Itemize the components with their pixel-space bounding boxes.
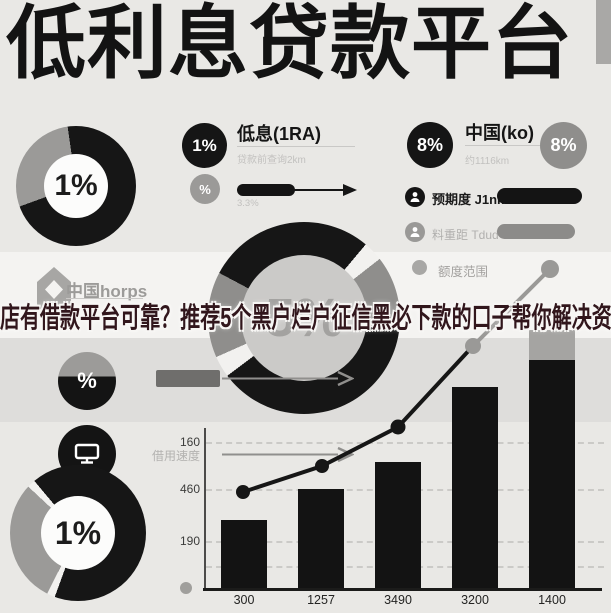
percent-badge: %	[190, 174, 220, 204]
china-heading: 中国(ko)	[465, 123, 534, 143]
rate-badge: 1%	[182, 123, 227, 168]
row-b-bar	[497, 224, 575, 239]
rate-note: 3.3%	[237, 198, 259, 209]
rate-heading: 低息(1RA)	[237, 124, 321, 144]
rate-subtext: 贷款前查询2km	[237, 155, 306, 166]
x-axis-tick-label: 1257	[307, 593, 335, 607]
x-axis-tick-label: 1400	[538, 593, 566, 607]
x-axis-tick-label: 3490	[384, 593, 412, 607]
bar	[298, 489, 344, 588]
arrow-right-icon	[222, 370, 354, 387]
divider	[237, 146, 355, 147]
arrow-right-icon	[293, 184, 357, 196]
overlay-headline: 店有借款平台可靠？推荐5个黑户烂户征信黑必下款的口子帮你解决资	[0, 302, 611, 333]
legend-dot	[412, 260, 427, 275]
y-axis-tick-label: 460	[179, 482, 200, 496]
y-axis-line	[204, 428, 206, 588]
china-subtext: 约1116km	[465, 156, 510, 167]
corner-strip	[596, 0, 611, 64]
axis-origin-dot	[180, 582, 192, 594]
person-icon	[405, 187, 425, 207]
gridline	[206, 566, 604, 568]
x-axis-line	[203, 588, 602, 591]
gridline	[206, 442, 604, 444]
gridline	[206, 489, 604, 491]
home-icon	[37, 267, 71, 326]
divider	[465, 145, 540, 146]
progress-bar	[156, 370, 220, 387]
trend-point	[236, 485, 250, 499]
donut-value: 1%	[44, 154, 108, 218]
rate-progress-pill	[237, 184, 295, 196]
speed-label: 借用速度	[152, 449, 201, 463]
divider	[66, 298, 143, 299]
row-a-bar	[497, 188, 582, 204]
quota-range-label: 额度范围	[438, 265, 489, 279]
gridline	[206, 541, 604, 543]
row-a-label: 预期度 J1nm	[432, 192, 509, 207]
brand-label: 中国horps	[66, 282, 148, 301]
person-icon	[405, 222, 425, 242]
page-title: 低利息贷款平台	[6, 0, 573, 88]
china-badge-gray: 8%	[540, 122, 587, 169]
row-b-label: 料重距 Tdud	[432, 228, 499, 242]
china-badge-black: 8%	[407, 122, 453, 168]
x-axis-tick-label: 300	[233, 593, 255, 607]
bar	[375, 462, 421, 588]
donut-chart-bottom-left: 1%	[10, 465, 146, 601]
donut-value: 1%	[41, 496, 115, 570]
bar	[221, 520, 267, 588]
percent-split-badge: %	[58, 352, 116, 410]
arrow-right-icon	[222, 446, 354, 463]
donut-chart-top-left: 1%	[16, 126, 136, 246]
y-axis-tick-label: 190	[179, 534, 200, 548]
x-axis-tick-label: 3200	[461, 593, 489, 607]
